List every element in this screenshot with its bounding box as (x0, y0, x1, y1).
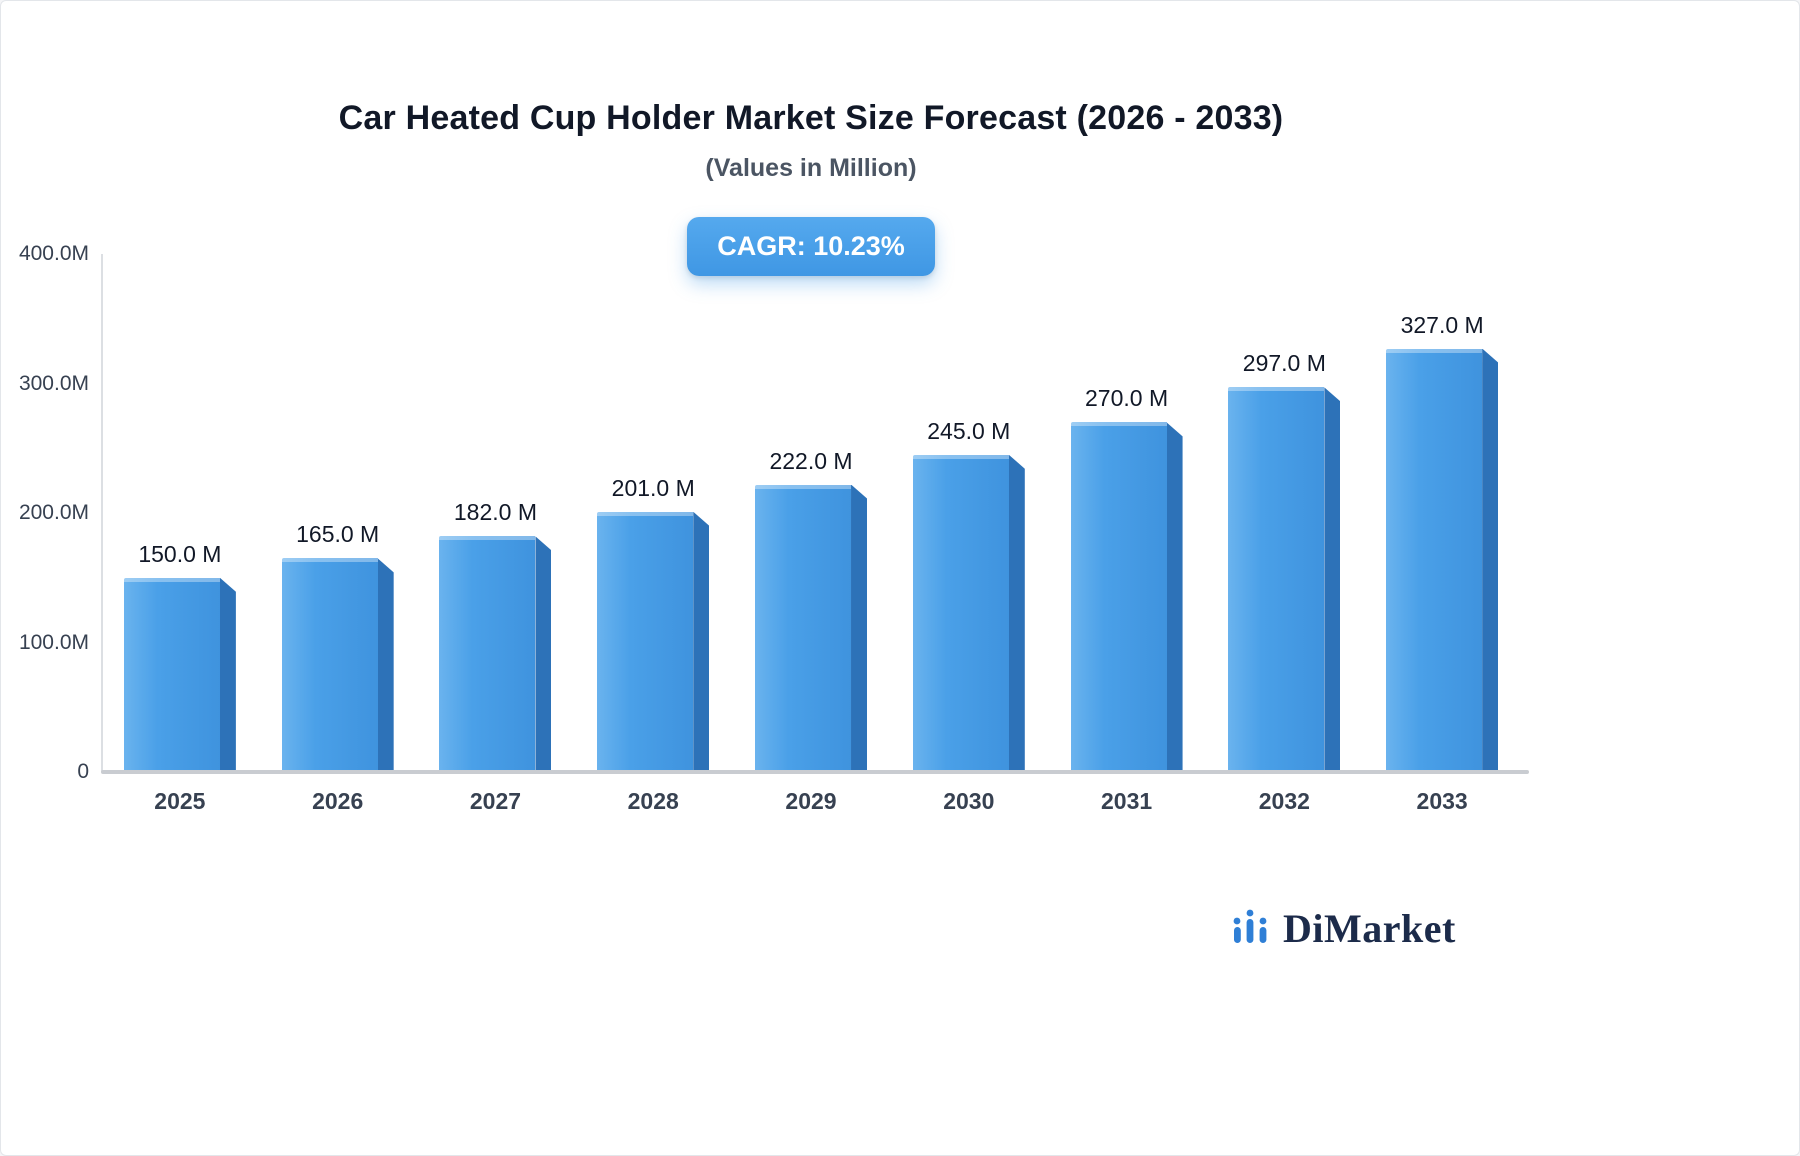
plot-area: 150.0 M 165.0 M 182.0 M 201.0 M 222.0 M 245.0… (101, 254, 1521, 772)
bar-side-face (851, 484, 868, 772)
bar-top-highlight (597, 511, 694, 516)
bar-group: 201.0 M (597, 474, 710, 772)
bar-group: 327.0 M (1386, 311, 1499, 772)
bar (597, 511, 710, 772)
bar-value-label: 270.0 M (1085, 385, 1169, 412)
y-tick-label: 0 (77, 760, 89, 783)
bar-top-highlight (1386, 348, 1483, 353)
chart-subtitle: (Values in Million) (705, 154, 917, 182)
bar (1070, 422, 1183, 772)
bar-group: 297.0 M (1228, 350, 1341, 772)
bar (912, 454, 1025, 772)
x-axis-baseline (101, 770, 1529, 774)
y-tick-label: 200.0M (18, 501, 89, 524)
bar-slot: 245.0 M (890, 254, 1048, 772)
bar-side-face (219, 577, 236, 772)
y-axis: 400.0M 300.0M 200.0M 100.0M 0 (1, 242, 89, 783)
bar-side-face (1324, 387, 1341, 772)
bar-slot: 201.0 M (574, 254, 732, 772)
bar-value-label: 182.0 M (453, 499, 537, 526)
bar-value-label: 150.0 M (138, 540, 222, 567)
chart-header: Car Heated Cup Holder Market Size Foreca… (1, 1, 1621, 276)
x-tick-label: 2026 (312, 788, 364, 814)
bar-group: 182.0 M (439, 499, 552, 772)
bar-top-highlight (1228, 387, 1325, 392)
bar-top-highlight (281, 558, 378, 563)
bar-group: 270.0 M (1070, 385, 1183, 772)
y-tick-label: 400.0M (18, 242, 89, 265)
bar-slot: 270.0 M (1048, 254, 1206, 772)
bar (1386, 348, 1499, 772)
bar-group: 245.0 M (912, 417, 1025, 772)
bar-value-label: 201.0 M (611, 474, 695, 501)
y-tick-label: 300.0M (18, 371, 89, 395)
bar-side-face (535, 536, 552, 772)
bar-top-highlight (1070, 422, 1167, 427)
bar-value-label: 165.0 M (296, 521, 380, 548)
bar (281, 558, 394, 772)
bar-value-label: 327.0 M (1400, 311, 1484, 338)
bar-top-highlight (755, 484, 852, 489)
bar-value-label: 297.0 M (1242, 350, 1326, 377)
x-tick-label: 2031 (1100, 788, 1153, 814)
x-tick-label: 2027 (469, 788, 522, 814)
bar-top-highlight (439, 536, 536, 541)
bar (1228, 387, 1341, 772)
bar-group: 150.0 M (123, 540, 236, 772)
bar-group: 222.0 M (755, 447, 868, 772)
brand-logo-text: DiMarket (1283, 906, 1456, 951)
bar-side-face (1008, 454, 1025, 772)
y-axis-line (101, 254, 103, 772)
x-tick-label: 2030 (943, 788, 995, 814)
bar-chart-logo-icon (1229, 904, 1273, 953)
bar-slot: 222.0 M (732, 254, 890, 772)
x-tick-label: 2028 (627, 788, 679, 814)
x-tick-label: 2025 (154, 788, 206, 814)
cagr-badge: CAGR: 10.23% (687, 217, 935, 276)
bar-slot: 327.0 M (1363, 254, 1521, 772)
y-tick-label: 100.0M (18, 630, 89, 654)
bar (755, 484, 868, 772)
bar-side-face (693, 511, 710, 772)
x-tick-label: 2032 (1258, 788, 1310, 814)
bar-slot: 150.0 M (101, 254, 259, 772)
x-axis: 2025 2026 2027 2028 2029 2030 2031 2032 2033 (101, 788, 1521, 815)
bar-value-label: 222.0 M (769, 447, 853, 474)
chart-title: Car Heated Cup Holder Market Size Foreca… (338, 99, 1284, 137)
bar-value-label: 245.0 M (927, 417, 1011, 444)
bar-side-face (1166, 422, 1183, 772)
bar-slot: 165.0 M (259, 254, 417, 772)
bar (439, 536, 552, 772)
bar-side-face (1482, 348, 1499, 772)
bar-top-highlight (123, 577, 220, 582)
bar-slot: 297.0 M (1205, 254, 1363, 772)
x-tick-label: 2029 (785, 788, 837, 814)
bar-group: 165.0 M (281, 521, 394, 772)
brand-logo: DiMarket (1229, 904, 1456, 953)
bar (123, 577, 236, 772)
bar-slot: 182.0 M (417, 254, 575, 772)
bar-top-highlight (912, 454, 1009, 459)
x-tick-label: 2033 (1416, 788, 1468, 814)
bar-side-face (377, 558, 394, 772)
